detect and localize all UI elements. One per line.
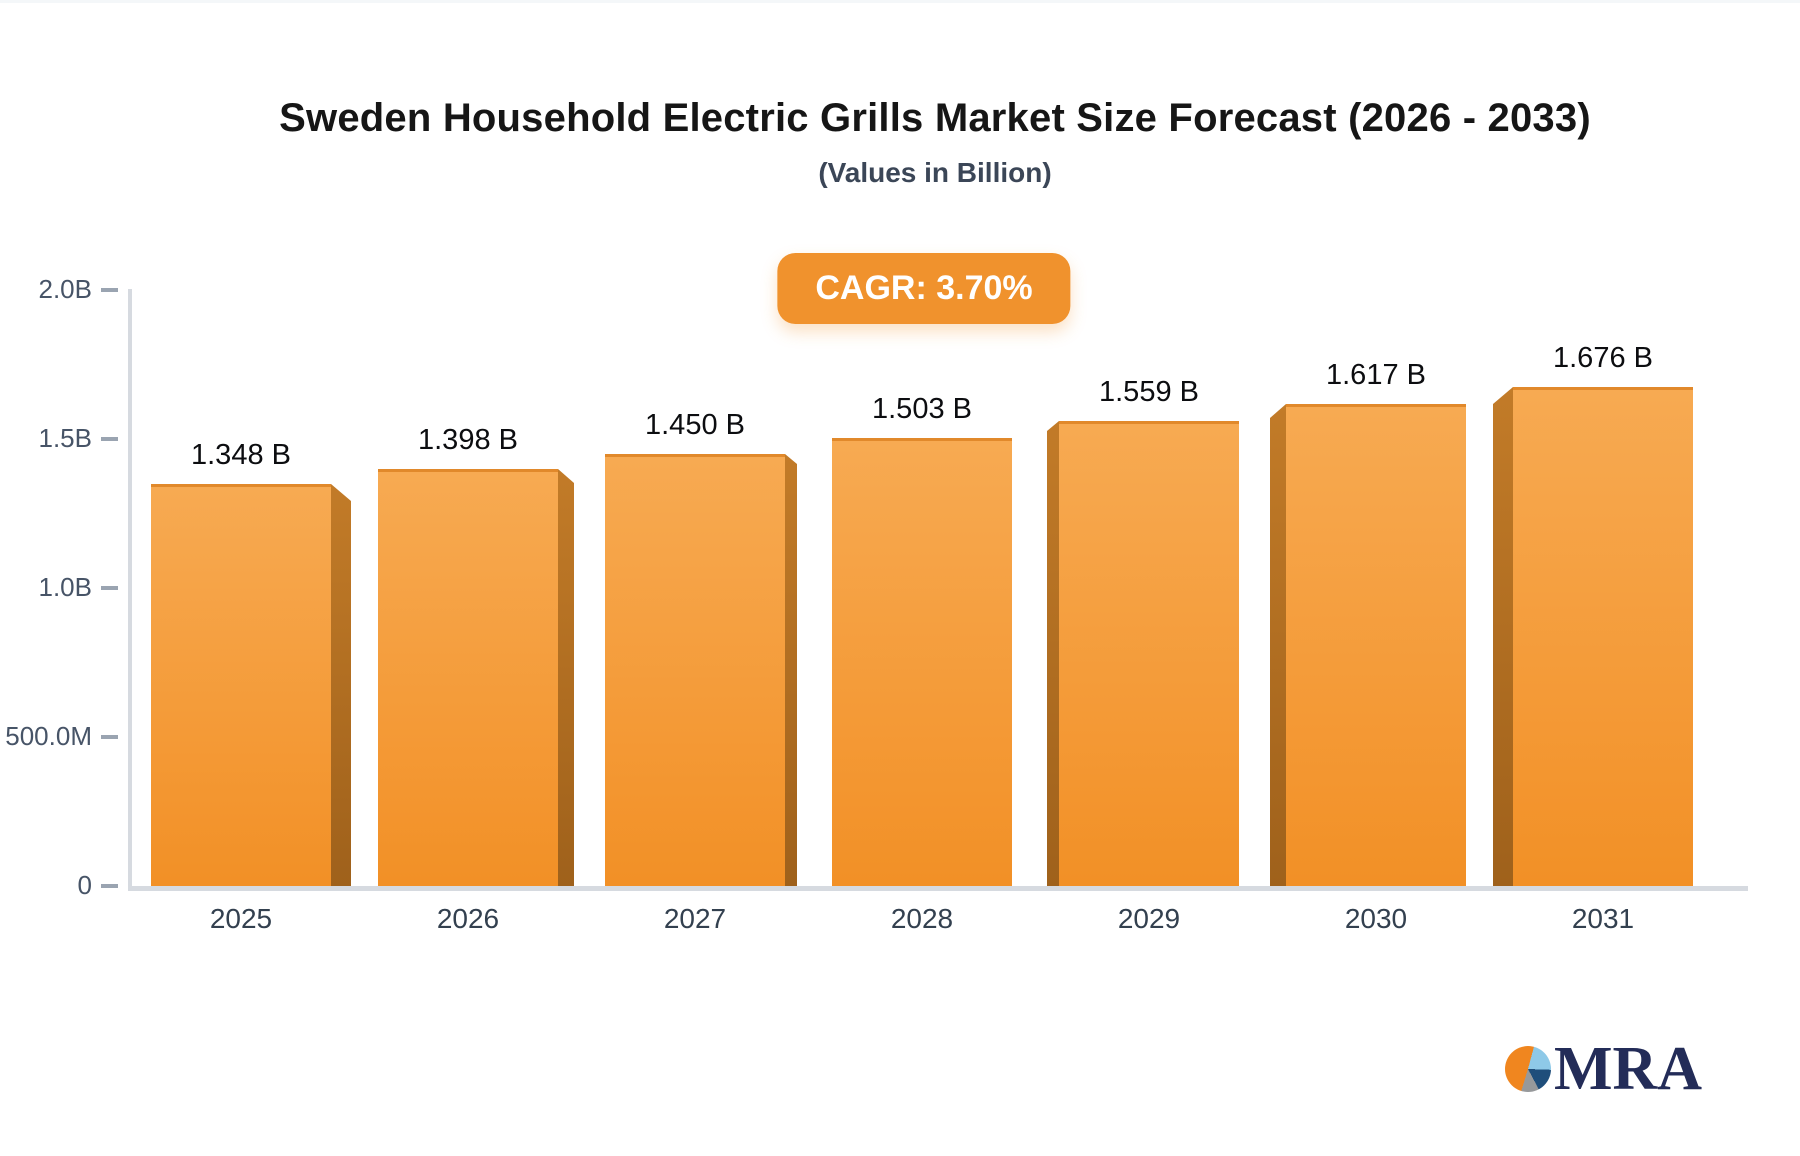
x-axis-label: 2029 [1117,903,1181,934]
y-tick-label: 1.0B [38,572,93,602]
bar-3d-side [785,454,797,886]
bar-2028[interactable] [832,438,1012,886]
y-tick-label: 2.0B [38,274,93,304]
bar-2027[interactable] [605,454,785,886]
bar-value-label: 1.503 B [872,393,972,425]
bar-value-label: 1.398 B [418,424,518,456]
chart-title: Sweden Household Electric Grills Market … [279,96,1591,140]
y-axis-line [128,289,132,886]
y-tick-mark [101,437,118,441]
y-tick-label: 1.5B [38,423,93,453]
y-tick-label: 0 [77,870,92,900]
x-axis-baseline [128,886,1748,891]
x-axis-label: 2028 [890,903,954,934]
bar-2031[interactable] [1513,387,1693,886]
pie-chart-logo-icon [1505,1046,1551,1092]
y-tick-label: 500.0M [5,721,92,751]
mra-logo: MRA [1505,1038,1702,1100]
page-top-edge [0,0,1800,3]
bar-value-label: 1.450 B [645,409,745,441]
x-axis-label: 2030 [1344,903,1408,934]
y-tick-mark [101,586,118,590]
bar-3d-side [1270,404,1286,886]
bar-2026[interactable] [378,469,558,886]
bar-3d-side [331,484,351,886]
bar-2029[interactable] [1059,421,1239,886]
y-tick-mark [101,735,118,739]
x-axis-label: 2031 [1571,903,1635,934]
bar-value-label: 1.617 B [1326,359,1426,391]
x-axis-label: 2025 [209,903,273,934]
bar-value-label: 1.348 B [191,439,291,471]
logo-text: MRA [1554,1035,1703,1103]
bar-3d-side [1047,421,1059,886]
bar-value-label: 1.559 B [1099,376,1199,408]
x-axis-label: 2027 [663,903,727,934]
chart-header: Sweden Household Electric Grills Market … [70,96,1800,189]
cagr-badge: CAGR: 3.70% [777,253,1071,324]
chart-subtitle: (Values in Billion) [818,157,1052,188]
y-tick-mark [101,288,118,292]
bar-2025[interactable] [151,484,331,886]
y-tick-mark [101,884,118,888]
bar-2030[interactable] [1286,404,1466,886]
bar-3d-side [1493,387,1513,886]
bar-3d-side [558,469,574,886]
bar-value-label: 1.676 B [1553,342,1653,374]
x-axis-label: 2026 [436,903,500,934]
